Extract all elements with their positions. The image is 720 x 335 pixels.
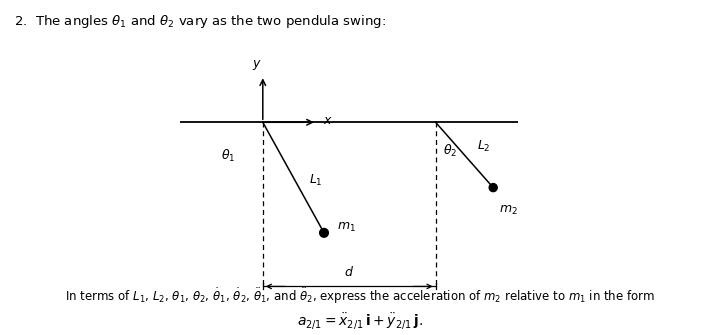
Text: $y$: $y$ (252, 58, 262, 72)
Text: $m_2$: $m_2$ (499, 204, 518, 217)
Text: $\theta_2$: $\theta_2$ (443, 143, 457, 159)
Text: In terms of $L_1$, $L_2$, $\theta_1$, $\theta_2$, $\dot{\theta}_1$, $\dot{\theta: In terms of $L_1$, $L_2$, $\theta_1$, $\… (65, 287, 655, 306)
Ellipse shape (489, 184, 498, 192)
Text: $a_{2/1} = \ddot{x}_{2/1}\,\mathbf{i} + \ddot{y}_{2/1}\,\mathbf{j}.$: $a_{2/1} = \ddot{x}_{2/1}\,\mathbf{i} + … (297, 311, 423, 331)
Ellipse shape (320, 228, 328, 237)
Text: $x$: $x$ (323, 114, 333, 127)
Text: 2.  The angles $\theta_1$ and $\theta_2$ vary as the two pendula swing:: 2. The angles $\theta_1$ and $\theta_2$ … (14, 13, 387, 30)
Text: $m_1$: $m_1$ (337, 221, 356, 234)
Text: $L_2$: $L_2$ (477, 139, 491, 154)
Text: $\theta_1$: $\theta_1$ (221, 148, 235, 164)
Text: $d$: $d$ (344, 265, 354, 279)
Text: $L_1$: $L_1$ (310, 173, 323, 189)
